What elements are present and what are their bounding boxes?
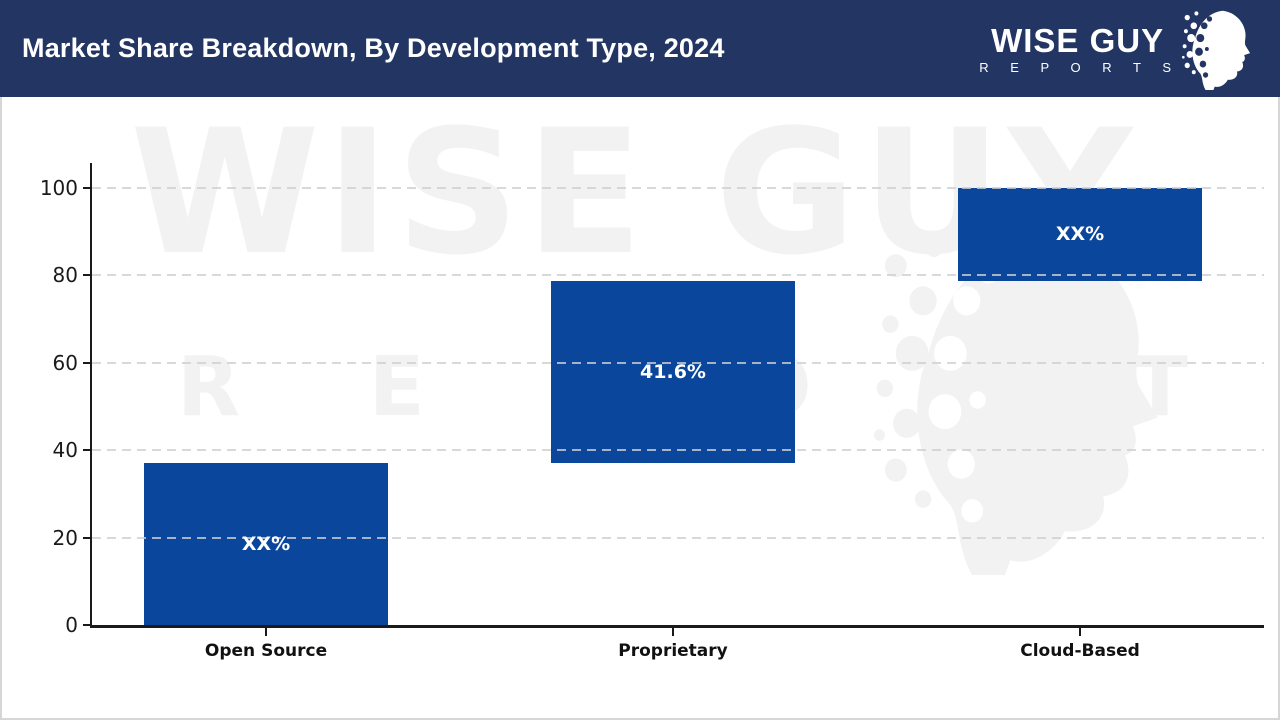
category-label-2: Proprietary	[618, 641, 728, 661]
y-tick-label-20: 20	[52, 525, 78, 550]
logo-text: WISE GUY R E P O R T S	[975, 24, 1180, 74]
y-axis-line	[90, 163, 92, 627]
gridline-20	[92, 536, 1264, 539]
plot-area: WISE GUY R E P O R T S 020406080100XX%Op…	[2, 92, 1280, 718]
bar-proprietary	[551, 281, 795, 464]
chart-title: Market Share Breakdown, By Development T…	[22, 33, 725, 63]
logo-subtext: R E P O R T S	[979, 59, 1180, 75]
x-axis-line	[90, 625, 1264, 628]
y-tick-100	[83, 186, 92, 189]
bar-value-label: 41.6%	[640, 361, 706, 384]
logo-wordmark: WISE GUY	[991, 21, 1165, 59]
x-tick-2	[672, 627, 674, 636]
gridline-40	[92, 449, 1264, 451]
gridline-80	[92, 274, 1264, 276]
y-tick-label-40: 40	[52, 438, 78, 462]
y-tick-label-0: 0	[65, 613, 78, 637]
y-tick-80	[83, 274, 92, 276]
gridline-100	[92, 186, 1264, 189]
y-tick-label-80: 80	[52, 263, 78, 287]
wiseguy-logo: WISE GUY R E P O R T S	[975, 8, 1254, 90]
y-tick-label-100: 100	[39, 175, 78, 200]
category-label-3: Cloud-Based	[1020, 641, 1140, 661]
y-tick-20	[83, 536, 92, 539]
bar-cloud-based	[958, 187, 1202, 282]
y-tick-label-60: 60	[52, 350, 78, 375]
y-tick-0	[83, 624, 92, 626]
y-tick-60	[83, 361, 92, 364]
x-tick-3	[1079, 627, 1081, 636]
category-label-1: Open Source	[204, 641, 328, 661]
bar-open-source	[144, 463, 388, 625]
logo-head-icon	[1182, 10, 1251, 90]
header: Market Share Breakdown, By Development T…	[0, 0, 1280, 97]
gridline-60	[92, 361, 1264, 364]
bar-value-label: XX%	[1055, 223, 1105, 246]
bar-value-label: XX%	[241, 533, 291, 556]
y-tick-40	[83, 449, 92, 451]
x-tick-1	[265, 627, 267, 636]
